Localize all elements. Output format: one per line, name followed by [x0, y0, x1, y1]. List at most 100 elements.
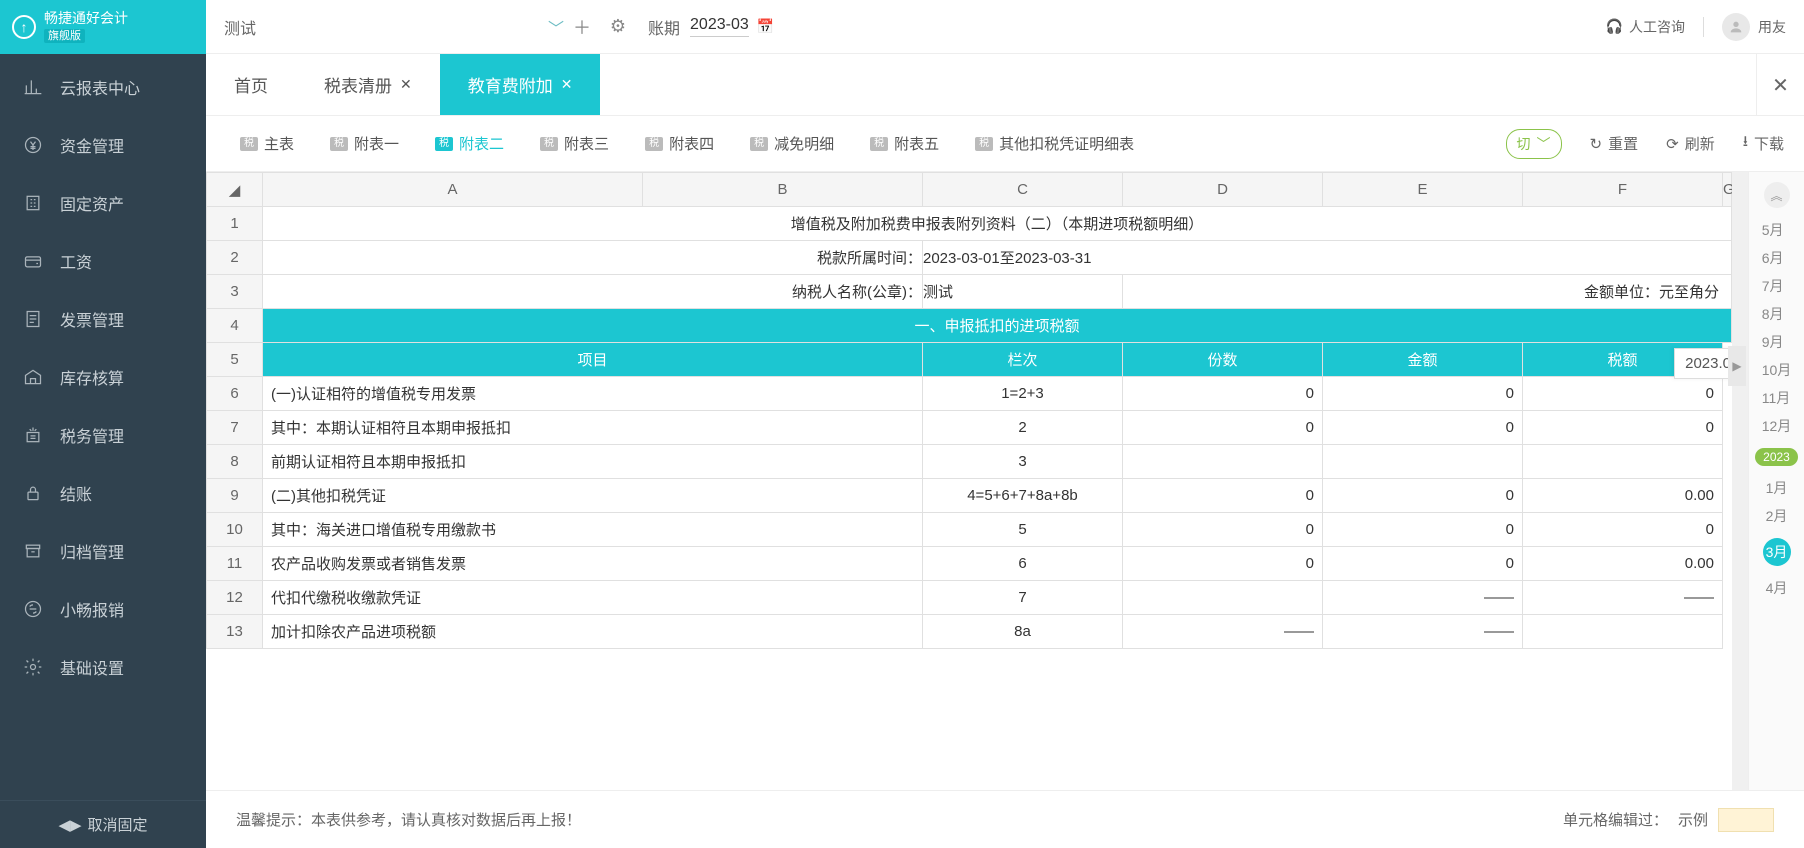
cell-copies[interactable]: 0 [1123, 377, 1323, 411]
expand-caret-button[interactable]: ▶ [1728, 346, 1746, 386]
row-header[interactable]: 8 [207, 445, 263, 479]
unit-label-cell[interactable]: 金额单位：元至角分 [1123, 275, 1732, 309]
month-item[interactable]: 12月 [1762, 412, 1792, 440]
period-value[interactable]: 2023-03 [690, 16, 749, 37]
row-header[interactable]: 1 [207, 207, 263, 241]
row-header[interactable]: 12 [207, 581, 263, 615]
cell-item[interactable]: 其中：海关进口增值税专用缴款书 [263, 513, 923, 547]
header-copies[interactable]: 份数 [1123, 343, 1323, 377]
month-item[interactable]: 8月 [1762, 300, 1792, 328]
cell-tax[interactable]: 0.00 [1523, 547, 1723, 581]
sheet-tab-appendix2[interactable]: 税附表二 [421, 125, 518, 162]
header-amount[interactable]: 金额 [1323, 343, 1523, 377]
cell-amount[interactable]: 0 [1323, 479, 1523, 513]
spreadsheet-scroll[interactable]: ◢ A B C D E F G 1 增值税及附加税费申报表附列资料（二）（本期进… [206, 172, 1732, 790]
year-pill[interactable]: 2023 [1755, 448, 1798, 466]
month-item[interactable]: 2月 [1766, 502, 1788, 530]
col-header[interactable]: C [923, 173, 1123, 207]
cell-col[interactable]: 4=5+6+7+8a+8b [923, 479, 1123, 513]
cell-copies[interactable]: 0 [1123, 411, 1323, 445]
month-active[interactable]: 3月 [1763, 538, 1791, 566]
row-header[interactable]: 5 [207, 343, 263, 377]
tab-tax-list[interactable]: 税表清册 ✕ [296, 54, 440, 115]
cell-col[interactable]: 3 [923, 445, 1123, 479]
section-title[interactable]: 一、申报抵扣的进项税额 [263, 309, 1732, 343]
sidebar-item-inventory[interactable]: 库存核算 [0, 348, 206, 406]
period-label-cell[interactable]: 税款所属时间： [263, 241, 923, 275]
consult-button[interactable]: 🎧 人工咨询 [1606, 17, 1685, 37]
row-header[interactable]: 7 [207, 411, 263, 445]
cell-col[interactable]: 2 [923, 411, 1123, 445]
row-header[interactable]: 2 [207, 241, 263, 275]
cell-item[interactable]: 农产品收购发票或者销售发票 [263, 547, 923, 581]
col-header[interactable]: A [263, 173, 643, 207]
cell-item[interactable]: 其中：本期认证相符且本期申报抵扣 [263, 411, 923, 445]
cell-tax[interactable]: 0 [1523, 513, 1723, 547]
cell-tax[interactable] [1523, 445, 1723, 479]
month-item[interactable]: 4月 [1766, 574, 1788, 602]
period-value-cell[interactable]: 2023-03-01至2023-03-31 [923, 241, 1732, 275]
cell-amount[interactable]: 0 [1323, 411, 1523, 445]
sheet-tab-other-deduction[interactable]: 税其他扣税凭证明细表 [961, 125, 1148, 162]
cell-amount[interactable]: —— [1323, 581, 1523, 615]
cell-col[interactable]: 1=2+3 [923, 377, 1123, 411]
calendar-icon[interactable]: 📅 [757, 18, 774, 35]
cell-col[interactable]: 6 [923, 547, 1123, 581]
cell-tax[interactable]: —— [1523, 581, 1723, 615]
toggle-button[interactable]: 切 ﹀ [1506, 129, 1562, 159]
download-button[interactable]: ⭳下载 [1743, 131, 1784, 156]
sheet-tab-appendix5[interactable]: 税附表五 [856, 125, 953, 162]
vertical-scrollbar[interactable] [1732, 172, 1748, 790]
col-header[interactable]: G [1723, 173, 1732, 207]
taxpayer-label-cell[interactable]: 纳税人名称(公章)： [263, 275, 923, 309]
close-icon[interactable]: ✕ [400, 76, 412, 93]
cell-item[interactable]: (二)其他扣税凭证 [263, 479, 923, 513]
cell-item[interactable]: 代扣代缴税收缴款凭证 [263, 581, 923, 615]
sheet-tab-appendix1[interactable]: 税附表一 [316, 125, 413, 162]
tab-home[interactable]: 首页 [206, 54, 296, 115]
sidebar-item-salary[interactable]: 工资 [0, 232, 206, 290]
col-header[interactable]: E [1323, 173, 1523, 207]
taxpayer-value-cell[interactable]: 测试 [923, 275, 1123, 309]
sidebar-item-archive[interactable]: 归档管理 [0, 522, 206, 580]
sheet-tab-exemption[interactable]: 税减免明细 [736, 125, 848, 162]
add-button[interactable]: ＋ [564, 14, 600, 40]
cell-amount[interactable]: —— [1323, 615, 1523, 649]
month-item[interactable]: 5月 [1762, 216, 1792, 244]
cell-tax[interactable] [1523, 615, 1723, 649]
cell-copies[interactable] [1123, 581, 1323, 615]
cell-amount[interactable]: 0 [1323, 547, 1523, 581]
col-header[interactable]: D [1123, 173, 1323, 207]
cell-amount[interactable]: 0 [1323, 513, 1523, 547]
row-header[interactable]: 6 [207, 377, 263, 411]
tab-education-surcharge[interactable]: 教育费附加 ✕ [440, 54, 601, 115]
header-item[interactable]: 项目 [263, 343, 923, 377]
close-icon[interactable]: ✕ [561, 76, 573, 93]
row-header[interactable]: 11 [207, 547, 263, 581]
close-all-tabs-button[interactable]: ✕ [1756, 54, 1804, 116]
cell-tax[interactable]: 0 [1523, 411, 1723, 445]
cell-copies[interactable]: —— [1123, 615, 1323, 649]
header-col[interactable]: 栏次 [923, 343, 1123, 377]
reset-button[interactable]: ↻重置 [1590, 133, 1639, 154]
sidebar-item-fixed-asset[interactable]: 固定资产 [0, 174, 206, 232]
col-header[interactable]: B [643, 173, 923, 207]
month-item[interactable]: 6月 [1762, 244, 1792, 272]
sheet-tab-appendix3[interactable]: 税附表三 [526, 125, 623, 162]
cell-item[interactable]: 加计扣除农产品进项税额 [263, 615, 923, 649]
sidebar-item-closing[interactable]: 结账 [0, 464, 206, 522]
sidebar-item-settings[interactable]: 基础设置 [0, 638, 206, 696]
cell-item[interactable]: 前期认证相符且本期申报抵扣 [263, 445, 923, 479]
refresh-button[interactable]: ⟳刷新 [1666, 133, 1715, 154]
sheet-title[interactable]: 增值税及附加税费申报表附列资料（二）（本期进项税额明细） [263, 207, 1732, 241]
user-menu[interactable]: 用友 [1722, 13, 1786, 41]
month-item[interactable]: 9月 [1762, 328, 1792, 356]
sidebar-item-invoice[interactable]: 发票管理 [0, 290, 206, 348]
row-header[interactable]: 3 [207, 275, 263, 309]
sheet-tab-appendix4[interactable]: 税附表四 [631, 125, 728, 162]
cell-copies[interactable]: 0 [1123, 513, 1323, 547]
sidebar-item-fund[interactable]: 资金管理 [0, 116, 206, 174]
month-item[interactable]: 11月 [1762, 384, 1792, 412]
cell-col[interactable]: 8a [923, 615, 1123, 649]
col-header[interactable]: F [1523, 173, 1723, 207]
